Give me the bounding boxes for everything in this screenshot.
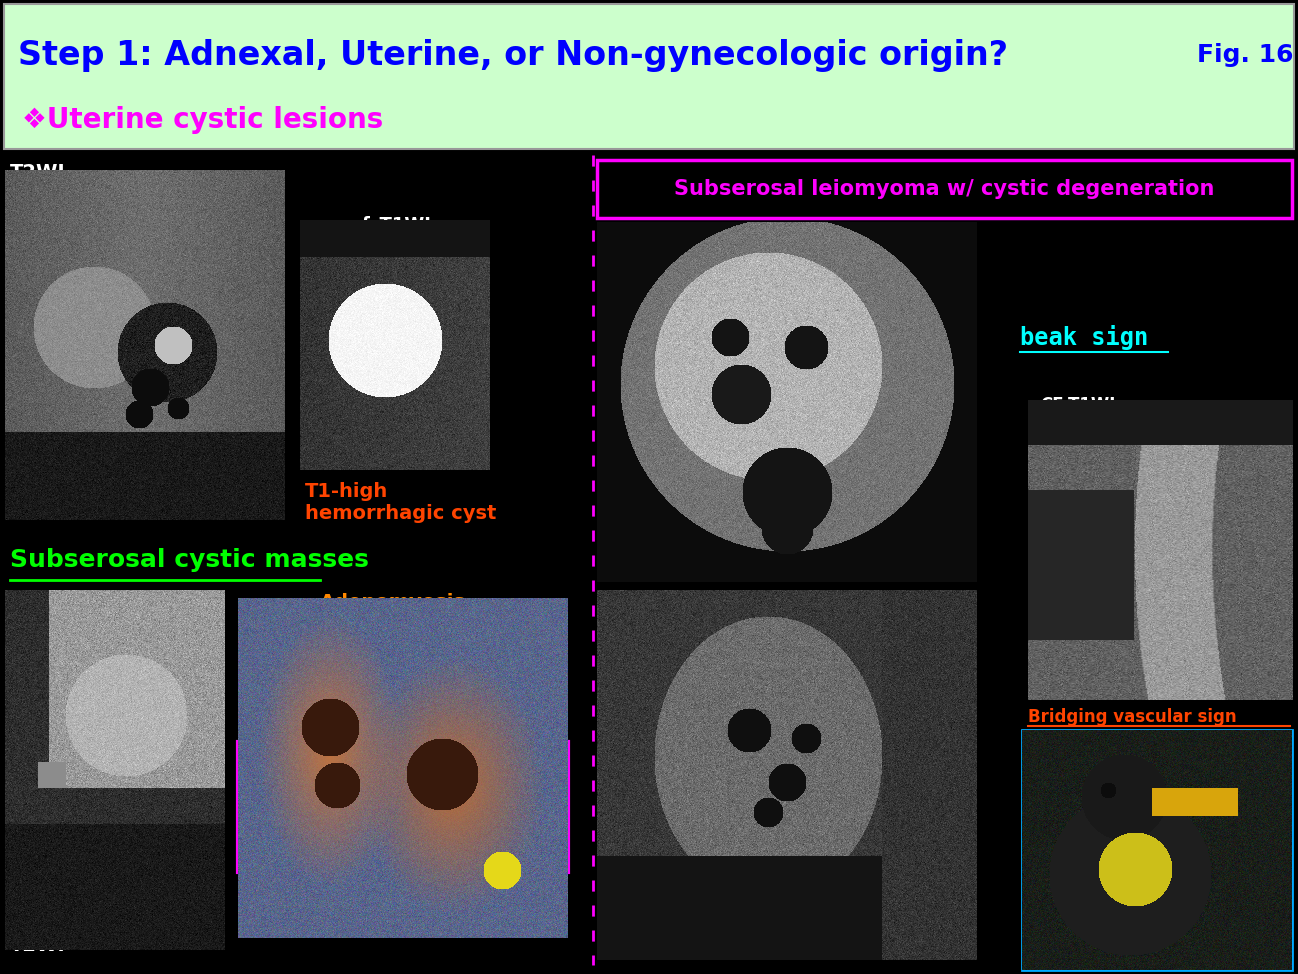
- Text: Bridging vascular sign: Bridging vascular sign: [1028, 708, 1237, 726]
- Text: fsT1WI: fsT1WI: [362, 216, 432, 234]
- Text: T2WI: T2WI: [750, 554, 801, 572]
- Text: CE-T1WI: CE-T1WI: [1040, 396, 1115, 414]
- Text: ❖Uterine cystic lesions: ❖Uterine cystic lesions: [22, 106, 383, 134]
- Text: Subserosal cystic masses: Subserosal cystic masses: [10, 548, 369, 572]
- Text: Subserosal leiomyoma w/ cystic degeneration: Subserosal leiomyoma w/ cystic degenerat…: [674, 179, 1214, 199]
- Text: T1-high
hemorrhagic cyst: T1-high hemorrhagic cyst: [305, 482, 496, 523]
- Bar: [238, 742, 569, 872]
- Text: Fig. 16: Fig. 16: [1197, 43, 1293, 67]
- Text: Step 1: Adnexal, Uterine, or Non-gynecologic origin?: Step 1: Adnexal, Uterine, or Non-gynecol…: [18, 39, 1009, 71]
- Text: Adenomyotic cysts
(Cystic Adenomyosis): Adenomyotic cysts (Cystic Adenomyosis): [260, 781, 546, 833]
- Text: T2WI: T2WI: [10, 163, 66, 182]
- Text: beak sign: beak sign: [10, 896, 100, 914]
- Bar: [1022, 730, 1292, 970]
- Bar: [4, 4, 1294, 149]
- Text: beak sign: beak sign: [1020, 325, 1149, 351]
- Bar: [597, 160, 1292, 218]
- Text: Adenomyosis: Adenomyosis: [321, 593, 466, 612]
- Text: T2WI: T2WI: [10, 936, 66, 955]
